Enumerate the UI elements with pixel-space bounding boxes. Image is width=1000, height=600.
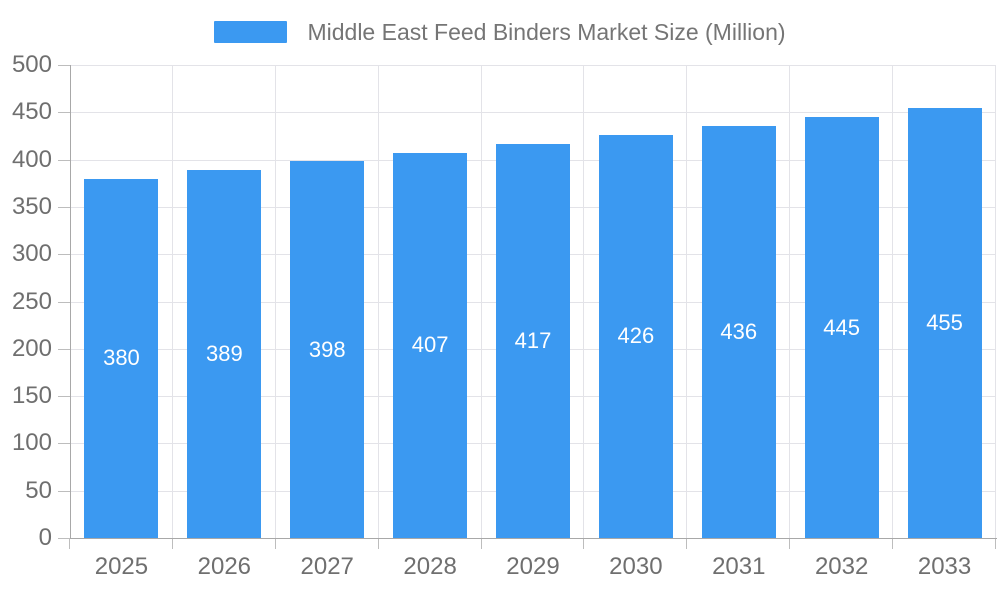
x-axis-tick (69, 539, 70, 549)
y-axis-line (70, 65, 71, 539)
bar-value-label: 436 (720, 318, 758, 344)
x-axis-label: 2032 (814, 553, 869, 580)
bar-2026[interactable]: 389 (187, 170, 262, 538)
gridline-vertical (377, 65, 379, 538)
plot-area: 380 389 398 407 417 426 436 445 455 (70, 65, 996, 538)
gridline-horizontal (70, 65, 996, 66)
bar-value-label: 398 (308, 336, 346, 362)
bar-2031[interactable]: 436 (701, 125, 776, 538)
legend-item[interactable]: Middle East Feed Binders Market Size (Mi… (0, 17, 1000, 47)
y-axis-tick (58, 538, 70, 539)
bar-value-label: 389 (205, 340, 243, 366)
legend-label: Middle East Feed Binders Market Size (Mi… (307, 18, 786, 45)
x-axis-label: 2025 (94, 553, 149, 580)
x-axis-tick (686, 539, 688, 549)
y-axis-tick-label: 450 (11, 98, 52, 126)
y-axis-tick-label: 500 (11, 51, 52, 78)
y-axis-tick (58, 348, 70, 350)
x-axis-label: 2033 (917, 553, 972, 580)
y-axis-tick (58, 490, 70, 492)
x-axis-label: 2031 (712, 553, 766, 580)
bar-2030[interactable]: 426 (598, 135, 673, 538)
x-axis-tick (583, 539, 585, 549)
y-axis-tick-label: 50 (25, 476, 52, 504)
y-axis-tick (58, 65, 70, 66)
gridline-vertical (480, 65, 482, 538)
bar-value-label: 455 (926, 309, 963, 335)
x-axis-tick (789, 539, 791, 549)
x-axis-tick (892, 539, 894, 549)
x-axis-label: 2030 (609, 553, 663, 580)
legend-swatch (214, 21, 288, 43)
gridline-vertical (789, 65, 791, 538)
x-axis-tick (995, 539, 996, 549)
gridline-vertical (995, 65, 996, 538)
y-axis-tick-label: 200 (11, 334, 52, 362)
y-axis-tick-label: 250 (11, 287, 52, 315)
bar-2032[interactable]: 445 (804, 117, 879, 538)
y-axis-tick (58, 301, 70, 303)
y-axis-tick (58, 443, 70, 445)
bar-2029[interactable]: 417 (496, 143, 570, 538)
bar-value-label: 380 (103, 345, 140, 371)
y-axis-tick-label: 400 (11, 145, 52, 173)
x-axis-tick (480, 539, 482, 549)
y-axis-tick (58, 159, 70, 161)
y-axis-tick-label: 150 (11, 382, 52, 410)
x-axis-tick (377, 539, 379, 549)
y-axis-tick-label: 0 (38, 524, 52, 551)
gridline-vertical (892, 65, 894, 538)
x-axis-label: 2028 (403, 553, 457, 580)
bar-2025[interactable]: 380 (84, 178, 159, 538)
y-axis-tick (58, 396, 70, 398)
bar-2027[interactable]: 398 (290, 161, 365, 538)
bar-value-label: 417 (514, 327, 552, 353)
x-axis-line (69, 538, 997, 539)
x-axis-label: 2026 (197, 553, 252, 580)
gridline-horizontal (70, 112, 996, 114)
gridline-vertical (274, 65, 276, 538)
bar-2033[interactable]: 455 (907, 107, 982, 538)
x-axis-label: 2029 (506, 553, 560, 580)
x-axis-label: 2027 (300, 553, 354, 580)
y-axis-tick-label: 350 (11, 192, 52, 220)
y-axis-tick (58, 254, 70, 256)
bar-2028[interactable]: 407 (393, 152, 468, 538)
bar-value-label: 426 (617, 323, 655, 349)
x-axis-tick (171, 539, 173, 549)
gridline-vertical (171, 65, 173, 538)
y-axis-tick (58, 206, 70, 208)
y-axis-tick-label: 300 (11, 240, 52, 268)
gridline-vertical (686, 65, 688, 538)
y-axis-tick-label: 100 (11, 429, 52, 457)
bar-value-label: 407 (411, 332, 449, 358)
bar-value-label: 445 (823, 314, 861, 340)
gridline-vertical (583, 65, 585, 538)
x-axis-tick (274, 539, 276, 549)
y-axis-tick (58, 112, 70, 114)
